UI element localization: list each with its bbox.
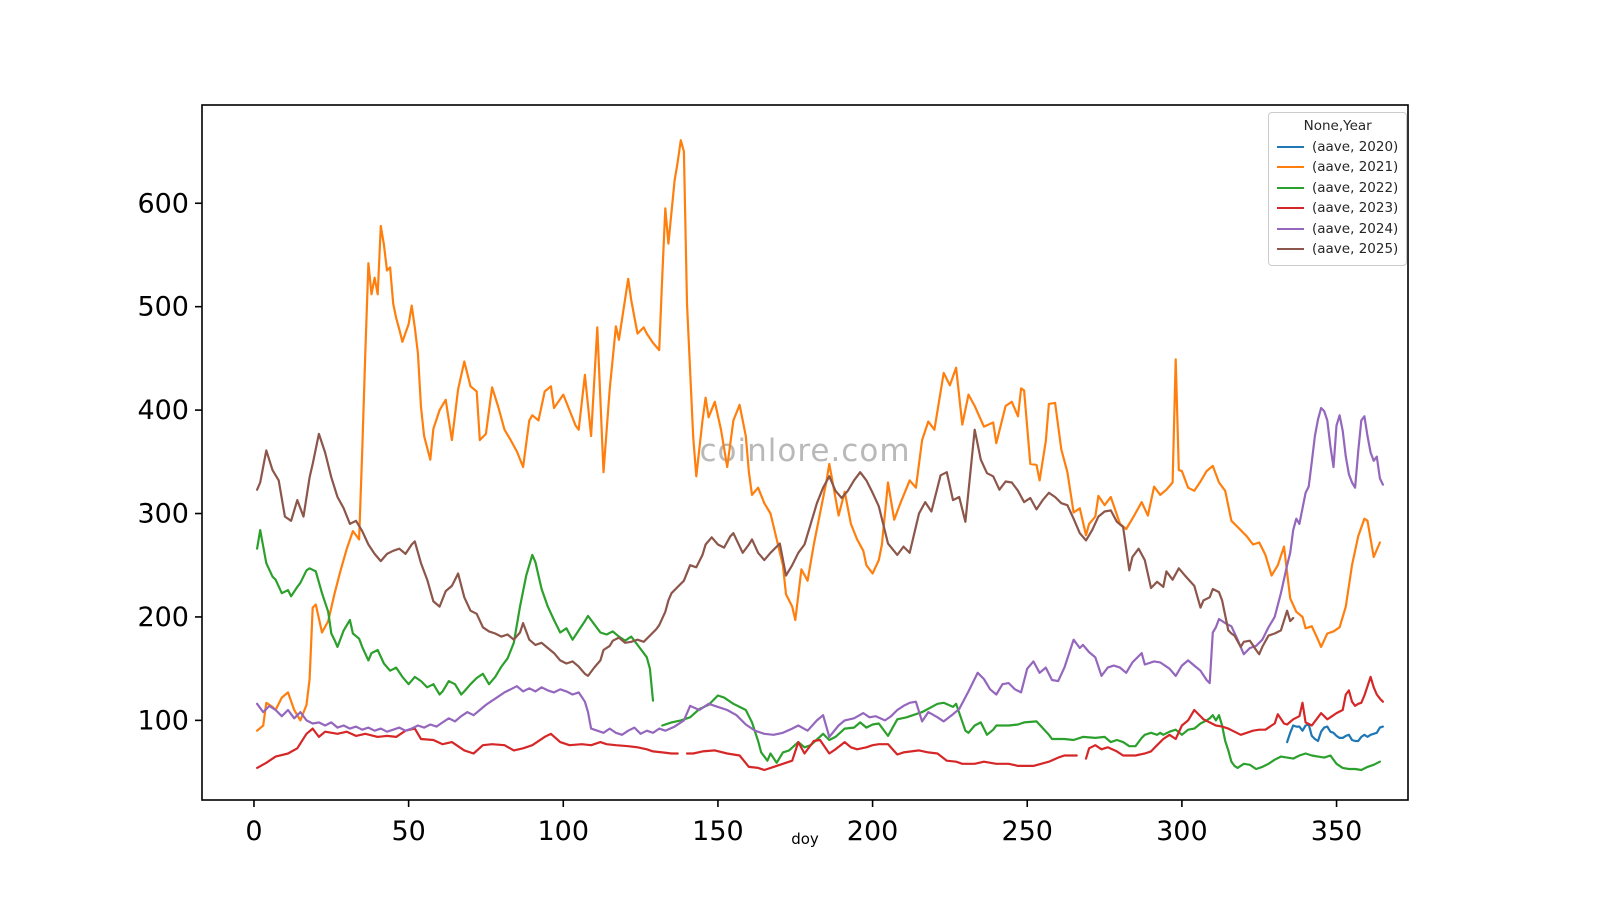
- legend-entry-label: (aave, 2025): [1312, 241, 1399, 257]
- chart-line-aave-2020: [1286, 723, 1384, 744]
- x-tick-label: 100: [538, 816, 590, 847]
- legend-entry-2020: (aave, 2020): [1277, 137, 1398, 158]
- y-tick-label: 300: [137, 499, 189, 530]
- legend-line-sample: [1277, 186, 1304, 189]
- legend-entry-label: (aave, 2020): [1312, 138, 1399, 155]
- legend-entry-2025: (aave, 2025): [1277, 239, 1398, 260]
- y-tick-label: 600: [137, 188, 189, 219]
- x-tick-label: 200: [847, 816, 899, 847]
- legend-line-sample: [1277, 248, 1304, 251]
- x-tick-label: 50: [391, 816, 425, 847]
- x-tick-label: 250: [1001, 816, 1053, 847]
- chart-line-aave-2024: [256, 406, 1384, 738]
- legend-entry-label: (aave, 2021): [1312, 159, 1399, 175]
- x-tick-label: 300: [1156, 816, 1208, 847]
- legend-line-sample: [1277, 207, 1304, 210]
- legend-entry-2022: (aave, 2022): [1277, 178, 1398, 199]
- legend-title: None,Year: [1303, 118, 1372, 134]
- x-axis-label: doy: [791, 830, 819, 848]
- axes-frame: [201, 104, 1409, 801]
- legend-line-sample: [1277, 166, 1304, 169]
- chart-line-aave-2021: [256, 139, 1381, 732]
- legend-entry-label: (aave, 2024): [1312, 220, 1399, 237]
- y-tick-label: 200: [137, 602, 189, 633]
- legend-line-sample: [1277, 227, 1304, 230]
- y-tick-label: 500: [137, 292, 189, 323]
- x-tick-label: 150: [692, 816, 744, 847]
- x-tick-label: 350: [1311, 816, 1363, 847]
- legend-entry-label: (aave, 2023): [1312, 200, 1399, 216]
- legend-entry-2024: (aave, 2024): [1277, 219, 1398, 240]
- y-tick-label: 100: [137, 705, 189, 736]
- y-tick-label: 400: [137, 395, 189, 426]
- chart-legend: None,Year (aave, 2020) (aave, 2021) (aave,…: [1268, 112, 1408, 266]
- chart-line-aave-2025: [256, 428, 1295, 677]
- legend-entry-label: (aave, 2022): [1312, 179, 1399, 196]
- legend-entry-2021: (aave, 2021): [1277, 157, 1398, 178]
- chart-line-aave-2022: [256, 529, 1381, 772]
- watermark-text: coinlore.com: [699, 433, 910, 469]
- chart-line-aave-2023: [256, 675, 1384, 772]
- legend-entry-2023: (aave, 2023): [1277, 198, 1398, 219]
- x-tick-label: 0: [245, 816, 262, 847]
- legend-line-sample: [1277, 145, 1304, 148]
